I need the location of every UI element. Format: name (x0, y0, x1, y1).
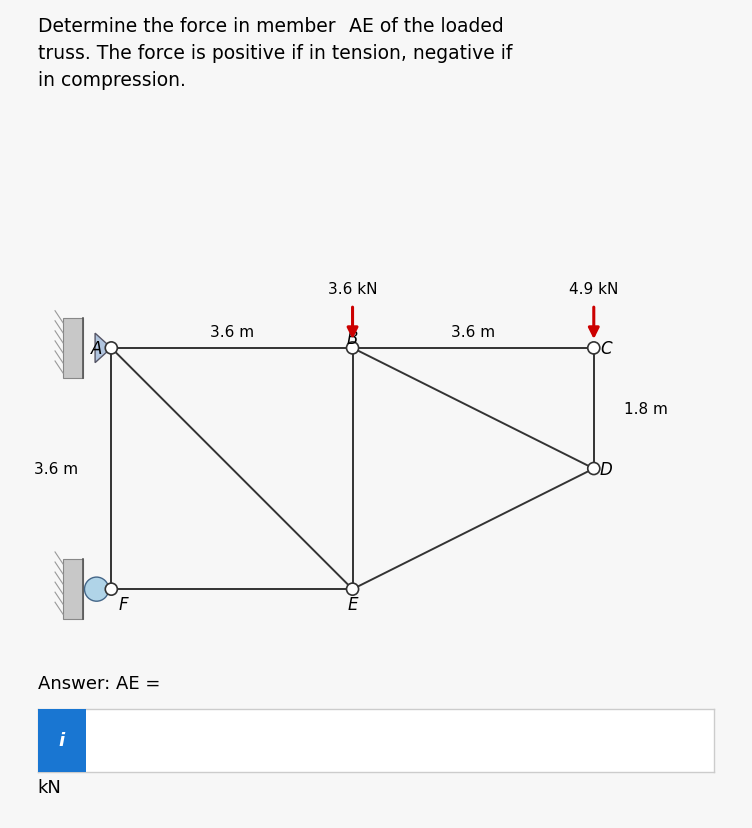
Text: D: D (599, 460, 612, 478)
Circle shape (347, 584, 359, 595)
Polygon shape (63, 319, 83, 378)
Text: i: i (59, 731, 65, 749)
Text: C: C (600, 339, 611, 358)
Text: kN: kN (38, 778, 62, 797)
Polygon shape (95, 334, 111, 363)
Text: 3.6 kN: 3.6 kN (328, 282, 378, 297)
Text: 1.8 m: 1.8 m (624, 402, 668, 416)
Circle shape (84, 577, 108, 601)
Circle shape (588, 343, 600, 354)
Text: 3.6 m: 3.6 m (34, 461, 77, 476)
Circle shape (347, 343, 359, 354)
Text: B: B (347, 330, 358, 348)
Circle shape (588, 463, 600, 475)
Polygon shape (63, 559, 83, 619)
Circle shape (105, 343, 117, 354)
Text: F: F (119, 595, 128, 614)
Polygon shape (38, 709, 86, 772)
Text: Answer: AE =: Answer: AE = (38, 674, 160, 692)
Text: E: E (347, 595, 358, 614)
Text: 3.6 m: 3.6 m (451, 325, 496, 339)
Text: 4.9 kN: 4.9 kN (569, 282, 618, 297)
Text: A: A (91, 339, 102, 358)
Text: Determine the force in member   AE of the loaded
truss. The force is positive if: Determine the force in member AE of the … (38, 17, 512, 90)
Circle shape (105, 584, 117, 595)
Text: 3.6 m: 3.6 m (210, 325, 254, 339)
